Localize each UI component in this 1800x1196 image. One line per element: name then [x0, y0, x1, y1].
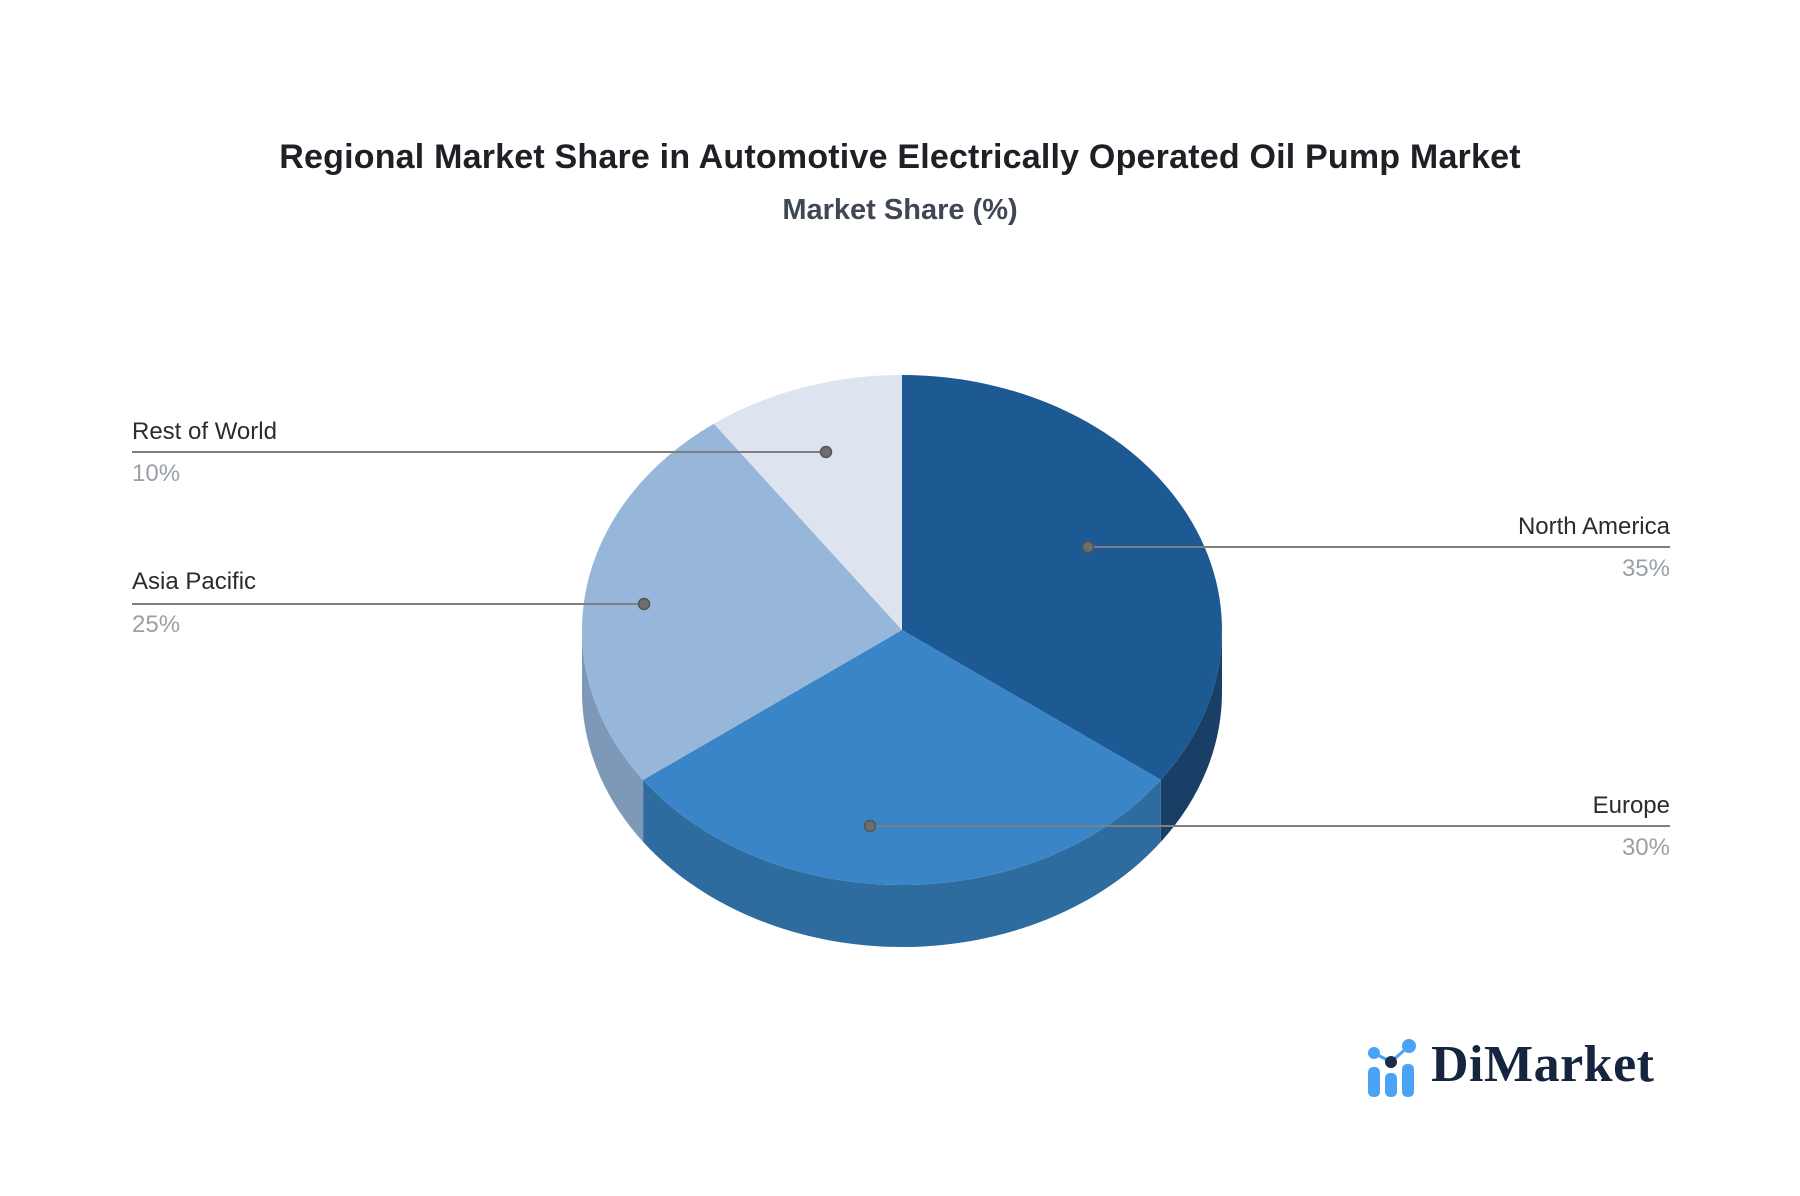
bar-line-chart-icon [1368, 1039, 1416, 1097]
chart-subtitle: Market Share (%) [782, 194, 1018, 226]
pie-wall-north-america [1160, 630, 1222, 842]
callout-label-asia-pacific: Asia Pacific [132, 568, 257, 595]
leader-dot-north-america [1081, 540, 1095, 554]
pie-wall-europe [643, 779, 1161, 948]
callout-percent-europe: 30% [1621, 834, 1670, 861]
brand-logo-text: DiMarket [1431, 1036, 1655, 1093]
chart-title: Regional Market Share in Automotive Elec… [279, 138, 1521, 176]
pie-slice-asia-pacific [581, 423, 902, 780]
pie-slice-north-america [902, 374, 1223, 780]
leader-dot-asia-pacific [637, 597, 651, 611]
callout-label-europe: Europe [1592, 792, 1670, 819]
brand-logo: DiMarket [1363, 1036, 1654, 1098]
pie-slice-rest-of-world [713, 375, 902, 630]
callout-percent-asia-pacific: 25% [132, 611, 181, 638]
callout-percent-north-america: 35% [1621, 555, 1670, 582]
pie-wall-asia-pacific [582, 630, 644, 842]
callout-label-north-america: North America [1517, 513, 1670, 540]
leader-dot-europe [863, 819, 877, 833]
callout-label-rest-of-world: Rest of World [132, 418, 277, 445]
pie-slice-europe [643, 630, 1161, 886]
callout-percent-rest-of-world: 10% [132, 460, 181, 487]
leader-dot-rest-of-world [819, 445, 833, 459]
